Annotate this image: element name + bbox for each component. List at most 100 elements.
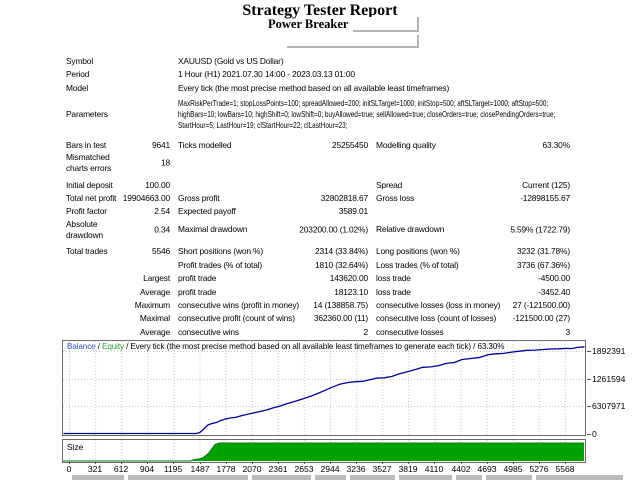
expert-name: Power Breaker bbox=[268, 17, 349, 31]
report-row: Average profit trade 18123.10 loss trade -34… bbox=[66, 286, 570, 299]
report-row: Maximal consecutive profit (count of wins… bbox=[66, 312, 570, 325]
row-value bbox=[502, 152, 570, 174]
chart-legend: Balance / Equity / Every tick (the most … bbox=[67, 342, 504, 351]
row-label: loss trade bbox=[376, 273, 411, 284]
x-axis-label: 904 bbox=[139, 464, 155, 474]
x-axis-tick bbox=[200, 462, 201, 464]
row-label: Mismatched charts errors bbox=[66, 152, 112, 173]
row-label: Total trades bbox=[66, 246, 108, 257]
summary-table: Symbol XAUUSD (Gold vs US Dollar) Period 1 … bbox=[66, 55, 570, 339]
report-row: Absolute drawdown 0.34 Maximal drawdown 203… bbox=[66, 218, 570, 240]
row-value bbox=[134, 55, 170, 68]
row-label: consecutive loss (count of losses) bbox=[376, 313, 497, 324]
x-axis-tick bbox=[121, 462, 122, 464]
y-axis-tick bbox=[587, 434, 591, 435]
row-label bbox=[178, 152, 360, 174]
legend-series-label: Equity bbox=[102, 342, 124, 351]
row-value: 0.34 bbox=[154, 224, 170, 235]
row-label bbox=[66, 312, 126, 325]
row-value: 19904663.00 bbox=[122, 193, 170, 204]
redacted-box-2 bbox=[287, 35, 419, 48]
report-row: Model Every tick (the most precise method… bbox=[66, 82, 570, 95]
row-value bbox=[502, 205, 570, 218]
x-axis-tick bbox=[565, 462, 566, 464]
row-label: Period bbox=[66, 69, 90, 80]
row-value: 18 bbox=[160, 157, 170, 168]
x-axis-tick bbox=[408, 462, 409, 464]
report-row: Symbol XAUUSD (Gold vs US Dollar) bbox=[66, 55, 570, 68]
row-label: Loss trades (% of total) bbox=[376, 259, 459, 270]
x-axis-tick bbox=[330, 462, 331, 464]
row-value bbox=[134, 259, 170, 272]
x-axis-label: 612 bbox=[113, 464, 129, 474]
row-label: Bars in test bbox=[66, 139, 107, 150]
row-label: Long positions (won %) bbox=[376, 246, 460, 257]
cutoff-cell bbox=[72, 475, 124, 480]
row-label: loss trade bbox=[376, 286, 411, 297]
row-value: 2.54 bbox=[154, 206, 170, 217]
row-value: 3 bbox=[565, 326, 570, 337]
legend-text: / Every tick (the most precise method ba… bbox=[123, 342, 505, 351]
row-value: Maximum bbox=[134, 300, 170, 311]
row-label: Spread bbox=[376, 179, 403, 190]
y-axis-tick bbox=[587, 406, 591, 407]
row-value: -3452.40 bbox=[538, 286, 570, 297]
size-chart: Size bbox=[62, 439, 586, 463]
report-row: Period 1 Hour (H1) 2021.07.30 14:00 - 202… bbox=[66, 68, 570, 81]
report-row: Total trades 5546 Short positions (won %) 2… bbox=[66, 245, 570, 258]
row-value: Average bbox=[140, 326, 170, 337]
y-axis-label: 6307971 bbox=[592, 401, 626, 411]
row-label bbox=[178, 179, 360, 192]
x-axis-tick bbox=[382, 462, 383, 464]
cutoff-cell bbox=[128, 475, 248, 480]
row-label: Parameters bbox=[66, 109, 108, 120]
row-label: MaxRiskPerTrade=1; stopLossPoints=100; s… bbox=[178, 98, 556, 130]
row-label: Relative drawdown bbox=[376, 224, 445, 235]
report-row: Parameters MaxRiskPerTrade=1; stopLossPoi… bbox=[66, 98, 570, 130]
cutoff-cell bbox=[350, 475, 395, 480]
row-label: Profit factor bbox=[66, 206, 107, 217]
row-label: Absolute drawdown bbox=[66, 218, 103, 240]
cutoff-cell bbox=[536, 475, 623, 480]
row-value: 3232 (31.78%) bbox=[517, 246, 570, 257]
row-label: consecutive wins bbox=[178, 326, 239, 337]
y-axis-label: 1892391 bbox=[592, 346, 626, 356]
row-label: profit trade bbox=[178, 286, 217, 297]
row-value: 5.59% (1722.79) bbox=[510, 224, 570, 235]
row-value: 3736 (67.36%) bbox=[517, 259, 570, 270]
x-axis-label: 4693 bbox=[477, 464, 497, 474]
row-value: 5546 bbox=[151, 246, 170, 257]
x-axis-label: 3819 bbox=[398, 464, 418, 474]
x-axis-label: 4110 bbox=[424, 464, 444, 474]
cutoff-cell bbox=[399, 475, 452, 480]
x-axis-label: 1487 bbox=[190, 464, 210, 474]
x-axis-label: 4402 bbox=[451, 464, 471, 474]
row-label: profit trade bbox=[178, 273, 217, 284]
y-axis-label: 1261594 bbox=[592, 374, 626, 384]
report-row: Total net profit 19904663.00 Gross profit 3… bbox=[66, 192, 570, 205]
row-label: Ticks modelled bbox=[178, 139, 232, 150]
row-value: Average bbox=[140, 286, 170, 297]
row-label: Profit trades (% of total) bbox=[178, 259, 263, 270]
report-row: Average consecutive wins 2 consecutive loss… bbox=[66, 326, 570, 339]
row-label: consecutive wins (profit in money) bbox=[178, 300, 300, 311]
x-axis-label: 5276 bbox=[529, 464, 549, 474]
report-row: Mismatched charts errors 18 bbox=[66, 152, 570, 174]
row-label: XAUUSD (Gold vs US Dollar) bbox=[178, 56, 284, 66]
report-row: Largest profit trade 143620.00 loss trade -4… bbox=[66, 272, 570, 285]
x-axis-label: 2944 bbox=[320, 464, 340, 474]
row-label bbox=[376, 152, 494, 174]
row-label: Model bbox=[66, 82, 89, 93]
cutoff-cell bbox=[315, 475, 346, 480]
x-axis-tick bbox=[304, 462, 305, 464]
row-value: 63.30% bbox=[542, 139, 570, 150]
report-row: Bars in test 9641 Ticks modelled 25255450 Mo… bbox=[66, 139, 570, 152]
x-axis-tick bbox=[539, 462, 540, 464]
row-value bbox=[134, 82, 170, 95]
x-axis-tick bbox=[226, 462, 227, 464]
row-value bbox=[134, 98, 170, 130]
x-axis-tick bbox=[252, 462, 253, 464]
x-axis-label: 4985 bbox=[503, 464, 523, 474]
x-axis-label: 5568 bbox=[555, 464, 575, 474]
row-label: Gross profit bbox=[178, 193, 220, 204]
